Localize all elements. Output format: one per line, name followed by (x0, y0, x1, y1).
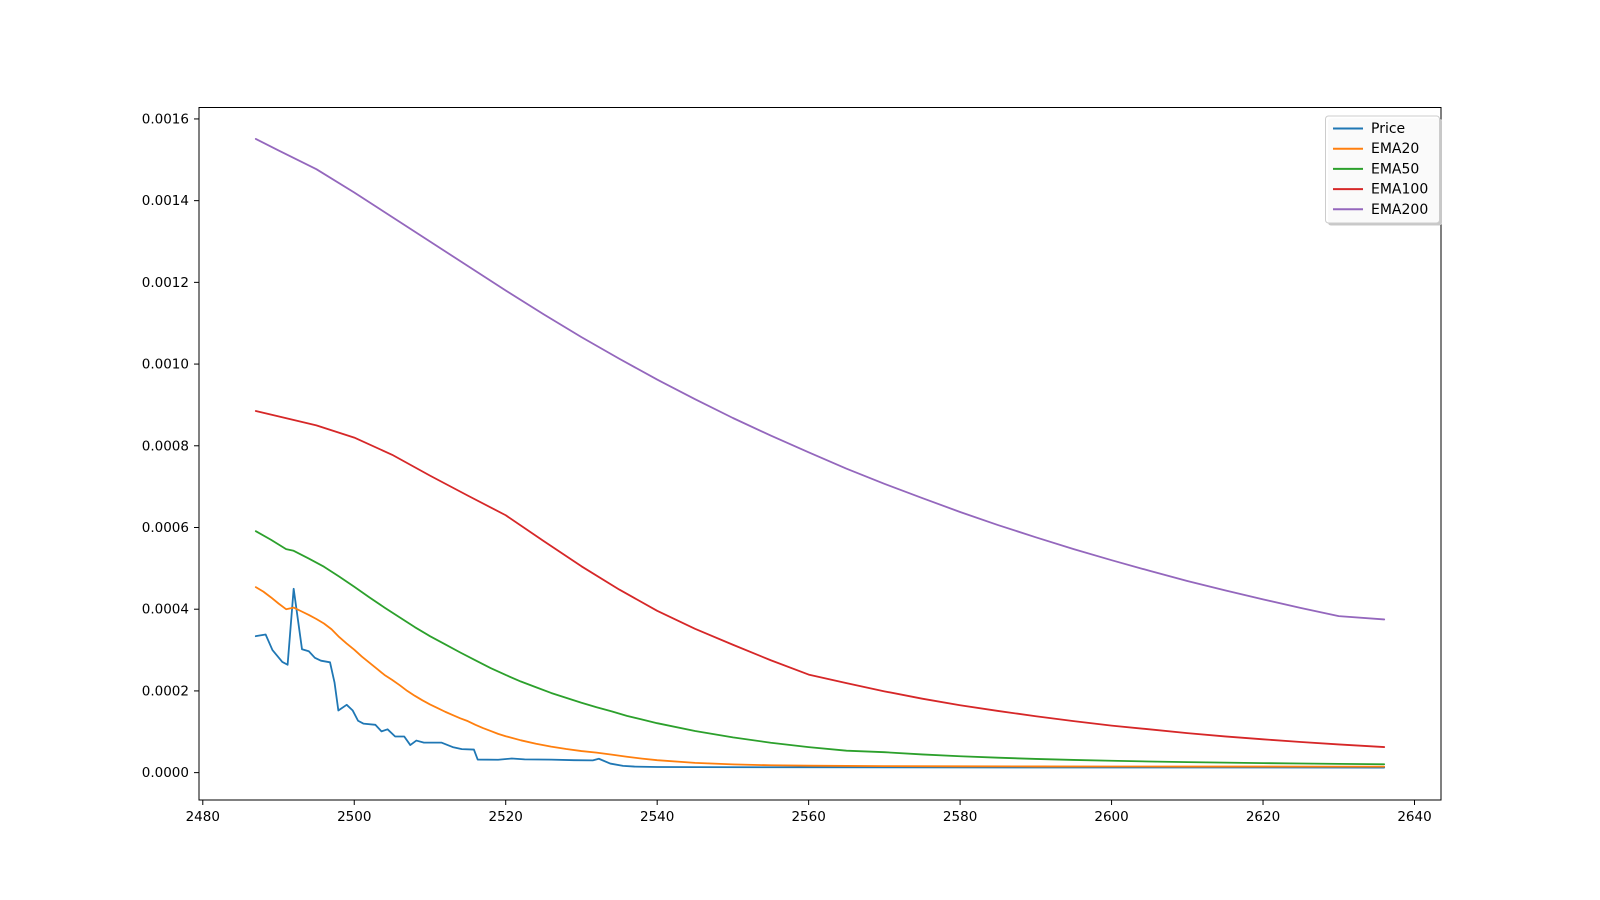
x-tick-label: 2500 (337, 809, 371, 825)
x-tick-label: 2600 (1094, 809, 1128, 825)
y-tick-label: 0.0014 (142, 193, 189, 209)
legend-label-ema20: EMA20 (1371, 141, 1419, 157)
y-tick-label: 0.0016 (142, 111, 189, 127)
y-tick-label: 0.0012 (142, 275, 189, 291)
series-price-line (254, 587, 1386, 769)
y-tick-label: 0.0008 (142, 438, 189, 454)
y-tick-label: 0.0000 (142, 765, 189, 781)
series-ema50-line (254, 530, 1386, 766)
x-tick-label: 2640 (1397, 809, 1431, 825)
x-tick-label: 2480 (186, 809, 220, 825)
y-tick-label: 0.0006 (142, 520, 189, 536)
x-tick-label: 2540 (640, 809, 674, 825)
y-tick-label: 0.0010 (142, 357, 189, 373)
legend-label-ema200: EMA200 (1371, 202, 1428, 218)
legend-label-ema50: EMA50 (1371, 161, 1419, 177)
x-tick-label: 2560 (791, 809, 825, 825)
x-tick-label: 2620 (1246, 809, 1280, 825)
plot-border (198, 107, 1442, 801)
x-tick-label: 2520 (489, 809, 523, 825)
y-tick-label: 0.0002 (142, 683, 189, 699)
legend-label-price: Price (1371, 121, 1405, 137)
y-tick-label: 0.0004 (142, 602, 189, 618)
legend-box (1325, 115, 1440, 224)
legend-label-ema100: EMA100 (1371, 182, 1428, 198)
x-tick-label: 2580 (943, 809, 977, 825)
series-ema20-line (254, 586, 1386, 768)
series-ema200-line (254, 138, 1386, 621)
series-ema100-line (254, 410, 1386, 748)
